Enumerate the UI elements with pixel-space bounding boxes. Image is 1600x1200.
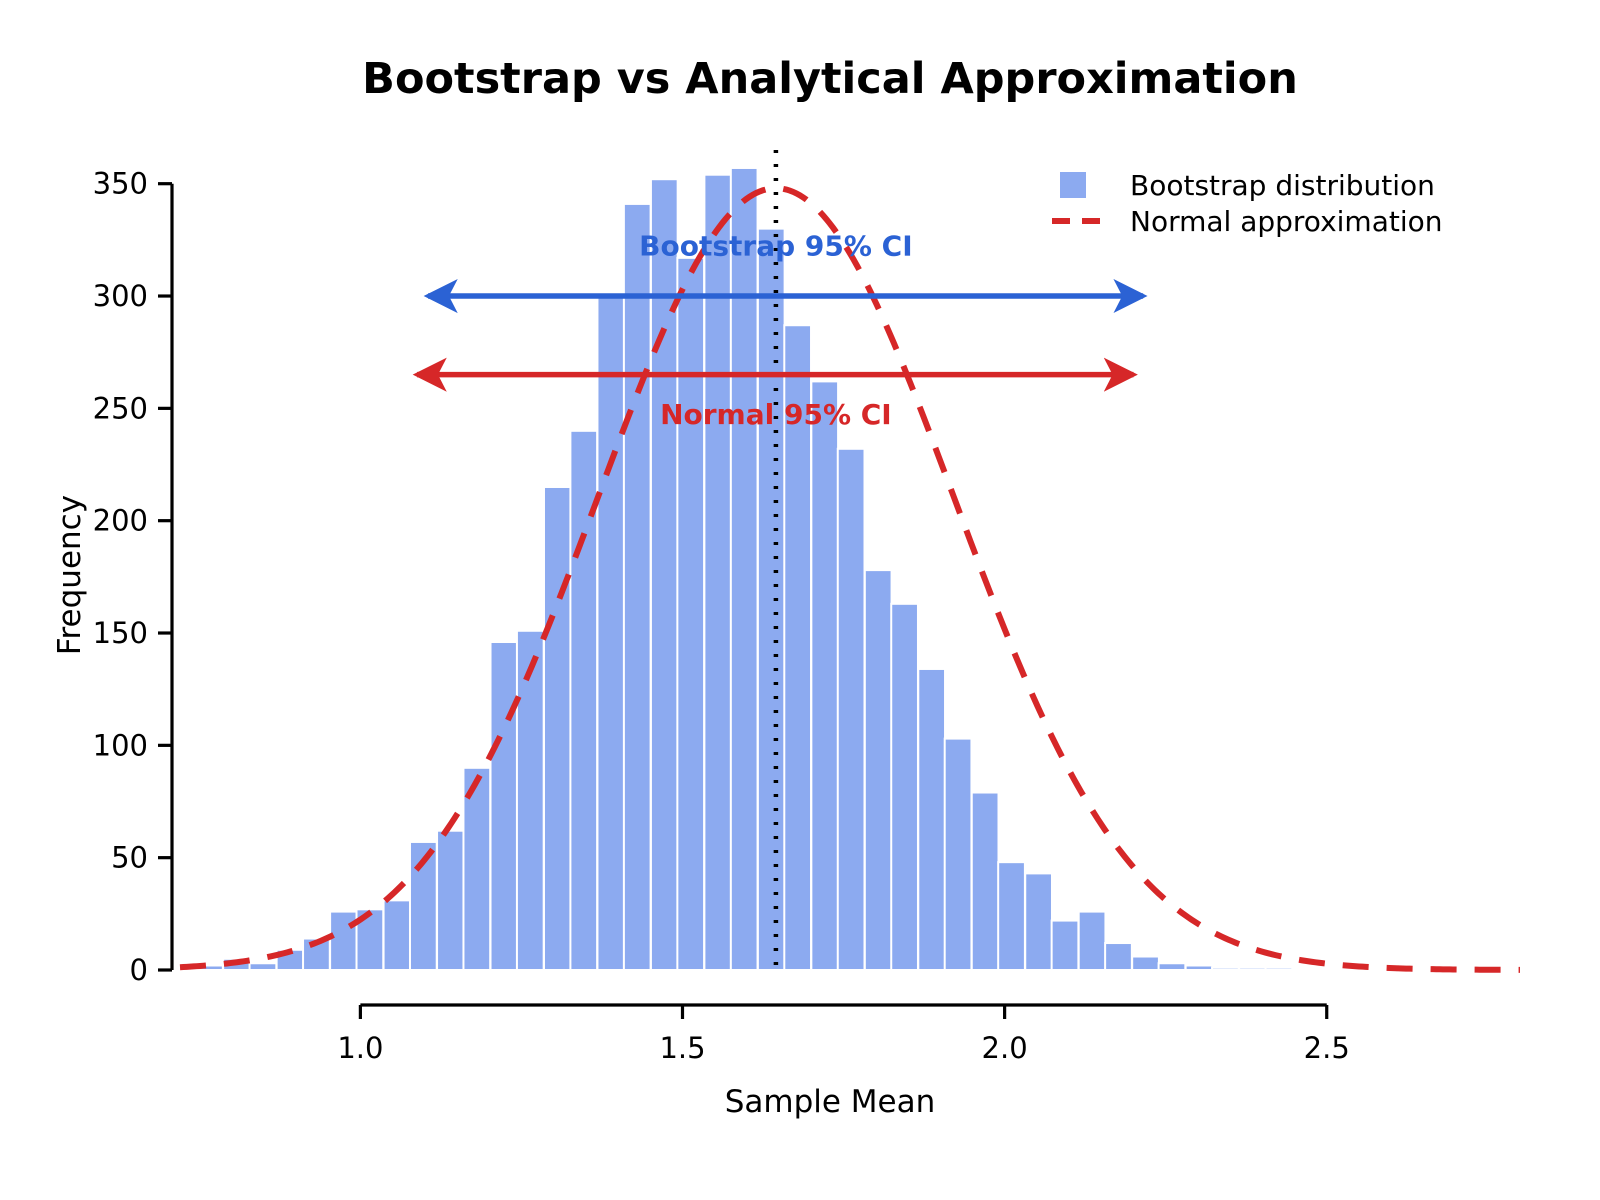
histogram-bar — [436, 829, 465, 972]
normal-ci-label: Normal 95% CI — [660, 398, 892, 431]
histogram-bar — [1184, 964, 1214, 972]
y-axis-label: Frequency — [52, 495, 88, 655]
histogram-bar — [836, 447, 866, 972]
histogram-bar — [1077, 910, 1107, 972]
histogram-bar — [676, 256, 706, 971]
y-tick-label: 100 — [93, 728, 148, 762]
chart-axes: 0 50 100 150 200 250 300 350 1.0 1.5 2.0 2.5 — [93, 167, 1350, 1065]
legend-label: Bootstrap distribution — [1130, 169, 1435, 202]
histogram-bar — [489, 641, 519, 971]
histogram-bar — [596, 292, 626, 971]
histogram-bar — [890, 602, 919, 971]
histogram-bar — [970, 791, 1000, 972]
x-tick-label: 2.5 — [1304, 1031, 1350, 1065]
histogram-bar — [622, 202, 652, 972]
x-tick-label: 1.5 — [659, 1031, 705, 1065]
histogram-bar — [515, 629, 545, 972]
y-tick-label: 300 — [93, 279, 148, 313]
y-tick-label: 350 — [93, 167, 148, 201]
y-tick-label: 200 — [93, 504, 148, 538]
histogram-bar — [1157, 962, 1187, 972]
histogram-bar — [1131, 955, 1160, 972]
legend-swatch-bootstrap — [1060, 172, 1086, 198]
histogram-bar — [382, 899, 412, 971]
histogram-bar — [810, 380, 840, 971]
histogram-bars — [195, 166, 1294, 972]
histogram-bar — [1050, 919, 1080, 972]
histogram-bar — [756, 227, 786, 971]
x-tick-label: 1.0 — [337, 1031, 383, 1065]
y-tick-label: 150 — [93, 616, 148, 650]
y-tick-label: 0 — [130, 953, 148, 987]
histogram-bar — [1211, 966, 1240, 971]
histogram-bar — [783, 324, 813, 972]
histogram-bar — [542, 485, 572, 971]
y-tick-label: 50 — [111, 841, 148, 875]
histogram-bar — [1024, 872, 1053, 972]
histogram-bar — [1238, 966, 1267, 971]
histogram-bar — [863, 569, 893, 971]
y-tick-label: 250 — [93, 391, 148, 425]
histogram-bar — [1104, 942, 1133, 971]
histogram-bar — [917, 667, 947, 972]
histogram-bar — [1264, 966, 1294, 971]
histogram-bar — [729, 166, 759, 972]
chart-title: Bootstrap vs Analytical Approximation — [362, 54, 1298, 104]
histogram-bar — [355, 908, 385, 972]
histogram-bar — [248, 962, 278, 972]
legend-label: Normal approximation — [1130, 205, 1443, 238]
x-tick-label: 2.0 — [982, 1031, 1028, 1065]
histogram-bar — [943, 737, 973, 971]
x-axis-label: Sample Mean — [725, 1084, 936, 1120]
ci-annotations: Bootstrap 95% CI Normal 95% CI — [412, 230, 1148, 431]
normal-approximation-curve — [179, 185, 1521, 973]
histogram-bar — [569, 429, 599, 971]
histogram-bar — [329, 910, 358, 972]
bootstrap-ci-label: Bootstrap 95% CI — [639, 230, 912, 263]
histogram-bar — [997, 861, 1026, 971]
